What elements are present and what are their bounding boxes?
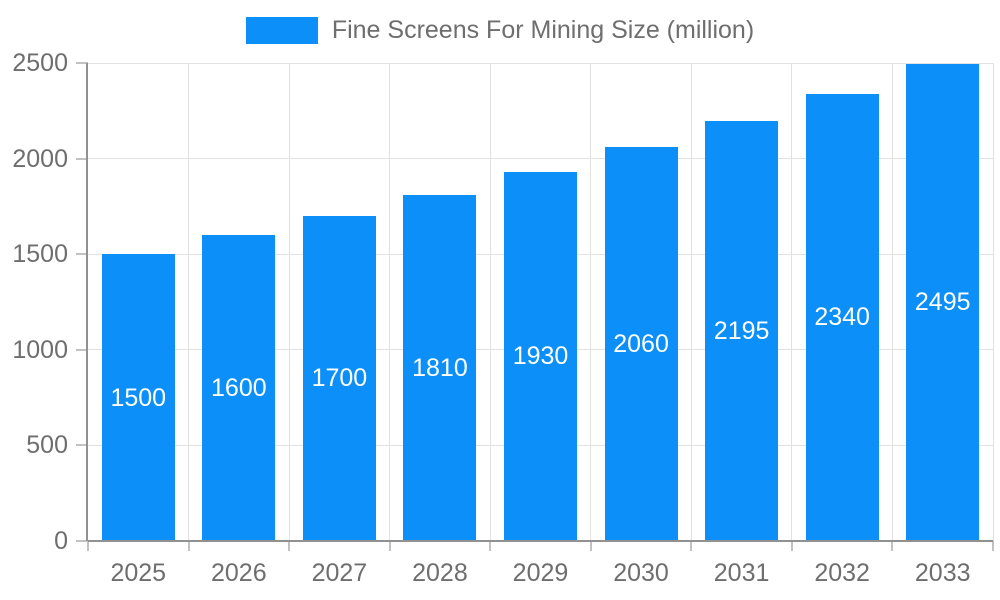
bar-value-label: 2060 — [613, 330, 669, 359]
bar-value-label: 1600 — [211, 374, 267, 403]
x-gridline — [389, 63, 391, 541]
legend-label: Fine Screens For Mining Size (million) — [331, 16, 755, 44]
x-tick-mark — [187, 541, 190, 551]
x-gridline — [288, 63, 290, 541]
bar-value-label: 2340 — [814, 303, 870, 332]
bar-value-label: 1810 — [412, 353, 468, 382]
x-tick-label: 2027 — [311, 559, 368, 587]
bar: 2495 — [906, 63, 980, 541]
legend: Fine Screens For Mining Size (million) — [0, 16, 1000, 45]
y-tick-mark — [76, 62, 88, 64]
x-gridline — [791, 63, 793, 541]
y-tick-mark — [76, 540, 88, 542]
y-axis-line — [86, 63, 88, 541]
y-tick-mark — [76, 444, 88, 447]
x-tick-label: 2032 — [814, 559, 870, 587]
x-tick-mark — [992, 541, 994, 551]
bar-value-label: 2495 — [914, 288, 971, 317]
legend-swatch — [245, 17, 318, 44]
y-tick-label: 2500 — [12, 49, 68, 77]
x-tick-mark — [589, 541, 592, 551]
bar: 2060 — [604, 147, 678, 541]
x-tick-label: 2029 — [512, 559, 569, 587]
y-tick-mark — [76, 157, 88, 160]
x-tick-mark — [288, 541, 291, 551]
bar: 2340 — [805, 93, 879, 541]
x-gridline — [992, 63, 994, 541]
bar-value-label: 2195 — [713, 317, 770, 346]
bar: 1810 — [403, 194, 477, 541]
bar: 1700 — [302, 215, 376, 541]
x-tick-mark — [388, 541, 391, 551]
x-gridline — [891, 63, 893, 541]
bar-value-label: 1930 — [512, 342, 569, 371]
y-tick-label: 1000 — [12, 335, 68, 364]
x-tick-label: 2030 — [613, 559, 669, 587]
bar: 1500 — [101, 254, 175, 541]
x-tick-mark — [489, 541, 492, 551]
bar-value-label: 1700 — [311, 364, 368, 393]
y-tick-mark — [76, 348, 88, 351]
x-axis-line — [88, 540, 993, 542]
x-gridline — [489, 63, 491, 541]
bar: 2195 — [705, 121, 779, 541]
x-gridline — [690, 63, 692, 541]
x-tick-label: 2033 — [914, 559, 971, 587]
y-tick-label: 1500 — [12, 240, 68, 269]
y-gridline — [88, 62, 993, 64]
x-tick-label: 2026 — [211, 559, 267, 587]
x-gridline — [188, 63, 190, 541]
x-tick-mark — [891, 541, 894, 551]
bar: 1930 — [504, 171, 577, 541]
y-tick-mark — [76, 253, 88, 256]
x-tick-mark — [690, 541, 693, 551]
x-gridline — [590, 63, 592, 541]
x-tick-mark — [87, 541, 89, 551]
y-tick-label: 0 — [54, 527, 68, 555]
x-tick-label: 2028 — [412, 559, 468, 587]
y-tick-label: 500 — [26, 431, 68, 460]
x-tick-label: 2031 — [713, 559, 770, 587]
y-tick-label: 2000 — [12, 144, 68, 173]
bar-value-label: 1500 — [110, 383, 167, 412]
y-gridline — [88, 158, 993, 160]
legend-item[interactable]: Fine Screens For Mining Size (million) — [245, 16, 755, 45]
bar: 1600 — [202, 235, 276, 541]
x-tick-label: 2025 — [110, 559, 167, 587]
x-tick-mark — [790, 541, 793, 551]
